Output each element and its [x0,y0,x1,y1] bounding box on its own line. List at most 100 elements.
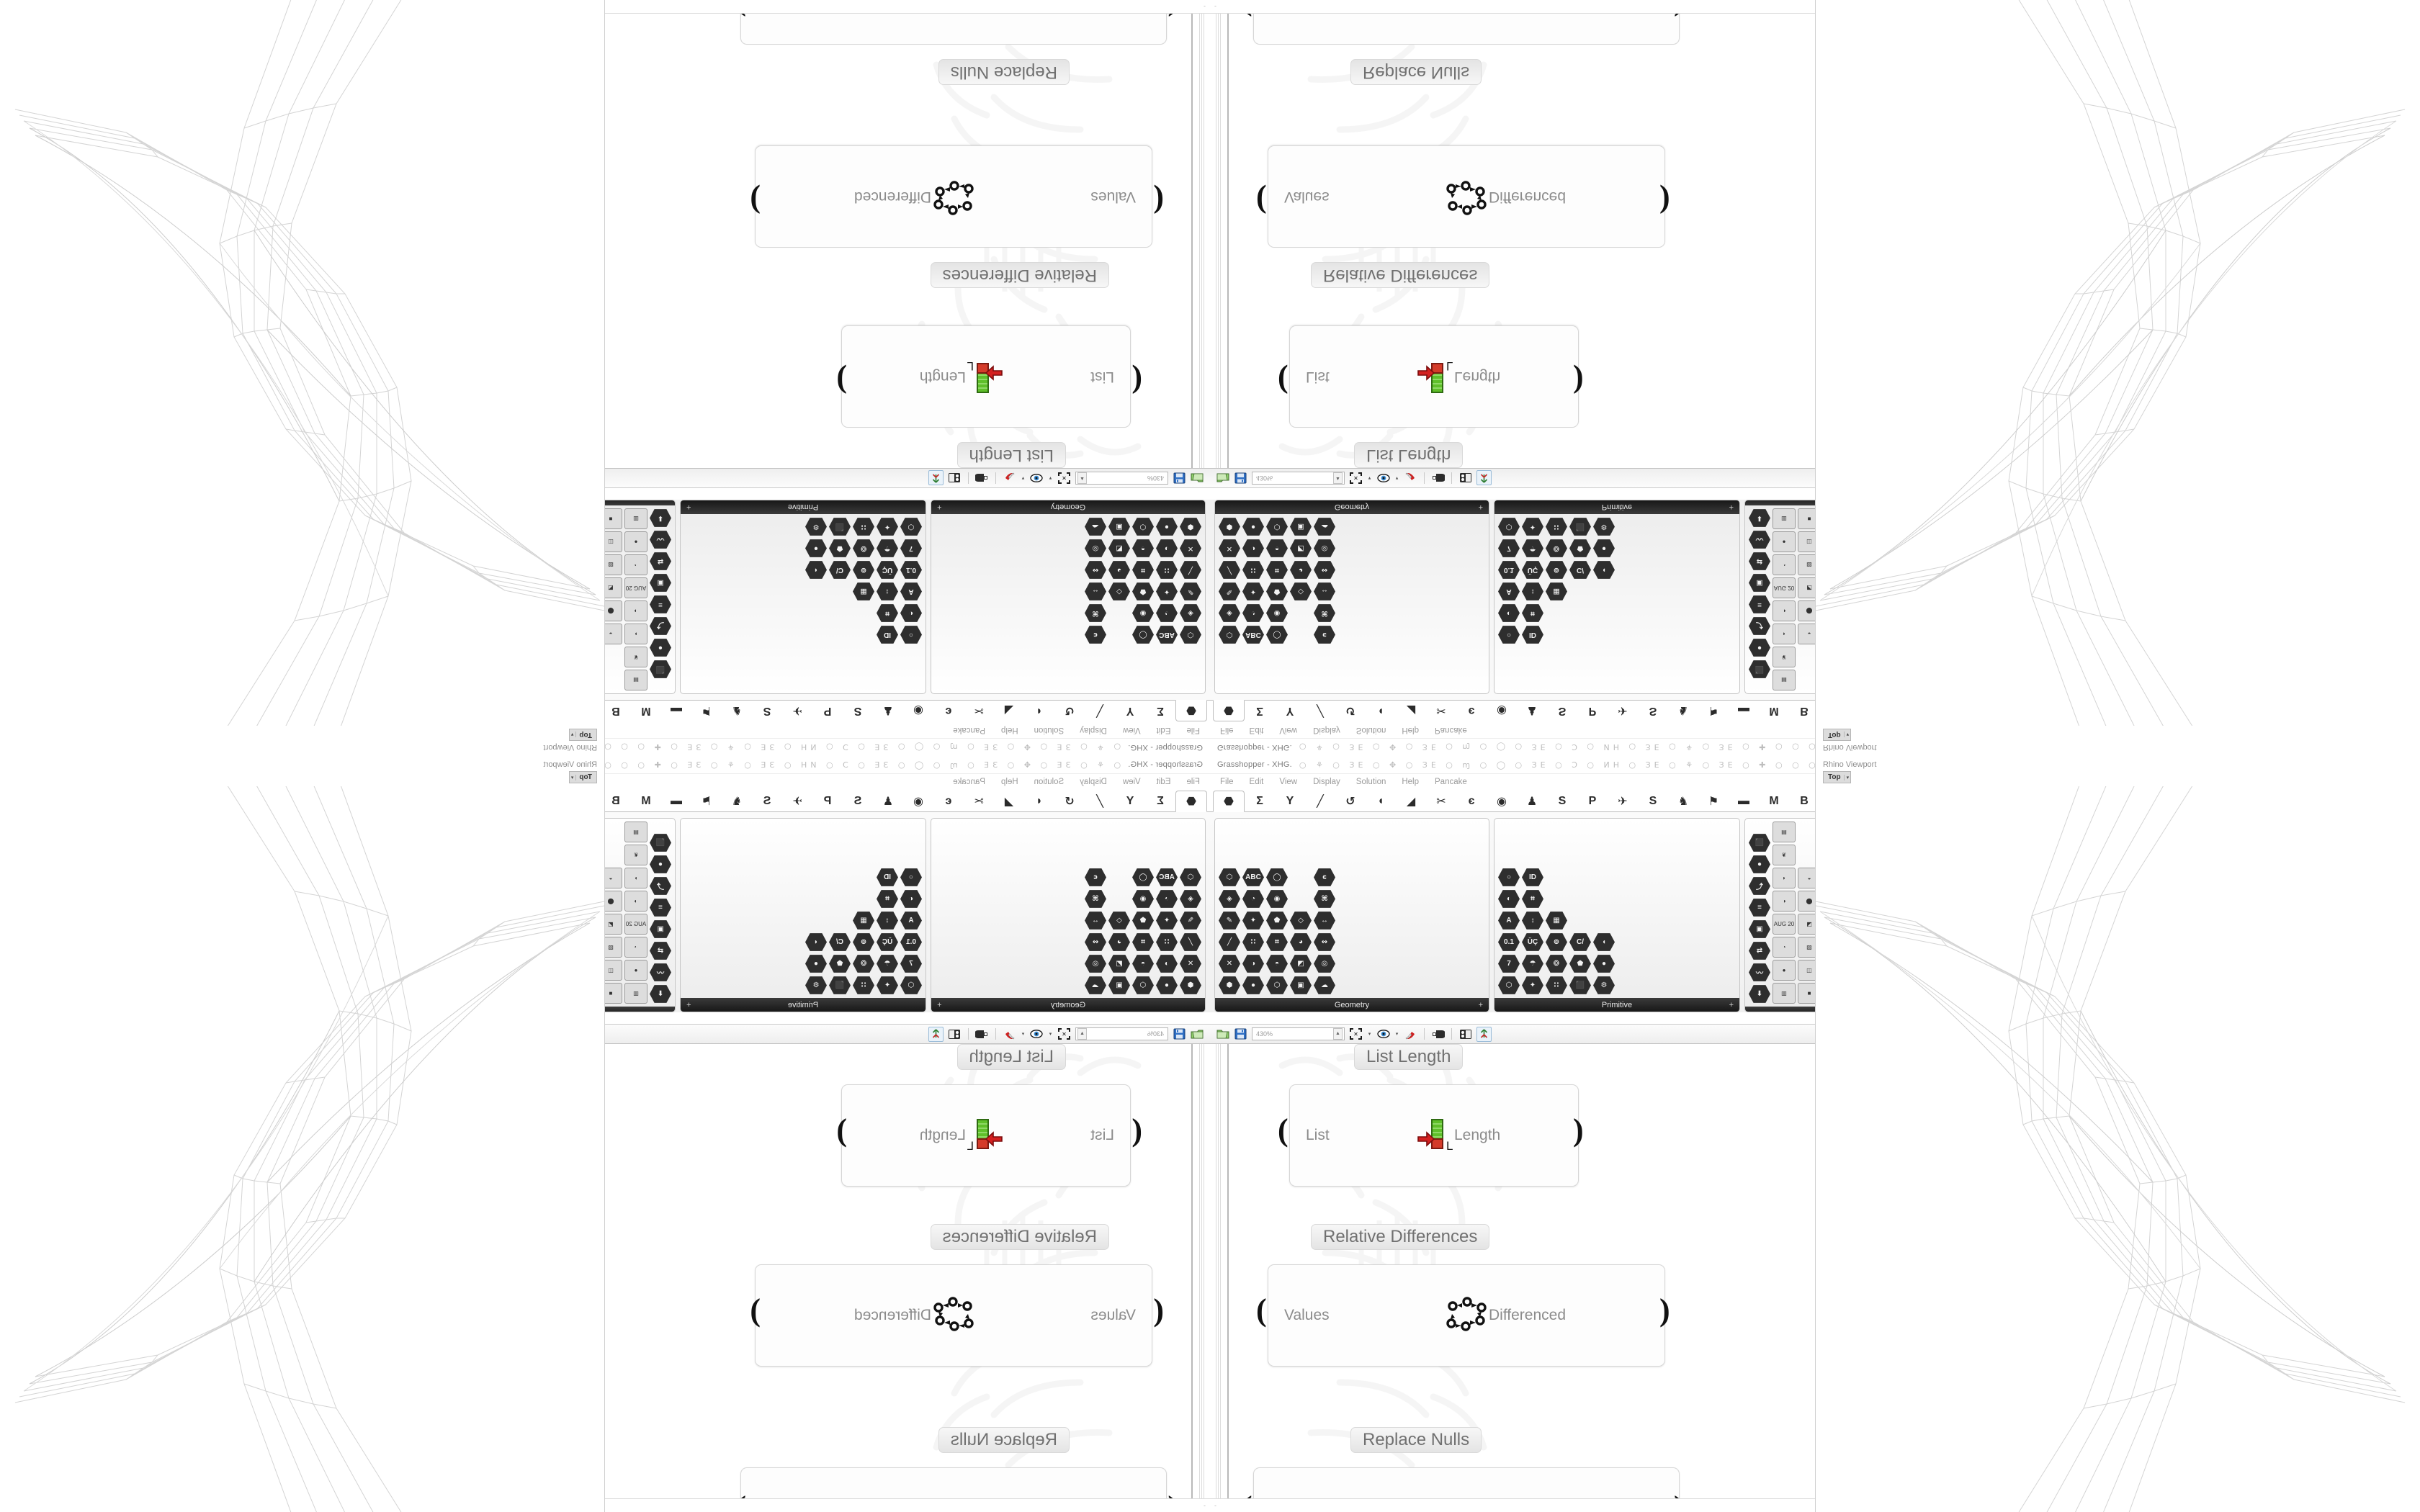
component-icon[interactable]: ⬡ [1219,868,1240,886]
menu-item-edit[interactable]: Edit [1156,778,1171,786]
component-icon[interactable]: C/ [829,560,851,580]
menu-item-view[interactable]: View [1122,778,1141,786]
menu-item-pancake[interactable]: Pancake [1435,726,1467,734]
paint-preview-icon[interactable] [1404,472,1417,485]
component-icon[interactable]: ✦ [1522,976,1543,994]
component-icon[interactable]: ◉ [1132,889,1154,909]
tab-lama[interactable]: ♞ [1677,796,1689,808]
component-icon[interactable]: ↭ [1085,932,1106,952]
menu-item-pancake[interactable]: Pancake [953,778,985,786]
component-icon[interactable]: ABC [1156,868,1178,887]
tab-eye[interactable]: ◉ [913,796,923,808]
open-folder-icon[interactable] [1191,1027,1204,1041]
tab-bird[interactable]: ▬ [671,705,682,717]
component-icon[interactable]: ◑ [1156,954,1178,973]
tab-mesh[interactable]: ◖ [1036,795,1043,807]
component-icon[interactable]: ◑ [1242,955,1264,973]
node-list-length[interactable]: List L Length [1289,325,1579,428]
tab-s2[interactable]: S [763,705,771,717]
output-grip[interactable]: ) [836,1112,847,1148]
canvas-scrollbar[interactable] [1216,14,1221,468]
tab-s2[interactable]: S [763,795,771,807]
component-icon[interactable]: ∷ [853,517,874,536]
output-grip[interactable]: ) [1674,1492,1685,1499]
component-icon[interactable]: ▤ [624,822,647,842]
component-icon[interactable]: ÜÇ [1522,933,1543,951]
component-icon[interactable]: ⬢ [1180,976,1201,995]
tab-s2[interactable]: S [1649,705,1657,717]
component-icon[interactable]: ⬇ [1749,508,1770,528]
zoom-spinner-icon[interactable]: ▲ [1333,1028,1343,1040]
component-icon[interactable]: ▥ [1773,508,1796,529]
component-icon[interactable]: ◔ [1156,603,1178,623]
menu-item-pancake[interactable]: Pancake [953,726,985,734]
preview-eye-icon[interactable] [1030,1027,1044,1041]
tab-transform[interactable]: ✂ [974,704,984,716]
component-icon[interactable]: ╱ [1180,932,1201,952]
component-icon[interactable]: ✎ [1180,582,1201,601]
component-icon[interactable]: є [1085,625,1106,644]
component-icon[interactable]: ◇ [1108,582,1130,601]
component-icon[interactable]: ⬡ [1180,625,1201,644]
tab-eye[interactable]: ◉ [1497,796,1507,808]
component-icon[interactable]: ◈ [1219,890,1240,908]
floppy-save-icon[interactable] [1234,1027,1247,1041]
component-icon[interactable]: ⬟ [1569,539,1591,558]
component-icon[interactable]: ☁ [1085,517,1106,536]
tab-surface[interactable]: ↺ [1065,796,1075,808]
component-icon[interactable]: ∷ [853,976,874,995]
component-icon[interactable]: ▦ [853,911,874,930]
chevron-down-icon[interactable]: ▾ [1049,475,1052,480]
bake-icon[interactable] [1431,472,1445,485]
component-icon[interactable]: ÜÇ [877,932,898,952]
input-grip[interactable]: ( [1168,1490,1178,1498]
input-grip[interactable]: ( [1278,1112,1289,1148]
component-icon[interactable]: ◩ [1290,955,1312,973]
component-icon[interactable]: ✦ [1522,517,1543,536]
component-icon[interactable]: ID [1522,868,1543,886]
component-icon[interactable]: ⤴ [1749,616,1770,636]
tab-m[interactable]: M [641,795,651,807]
component-icon[interactable]: ↕ [1522,912,1543,930]
component-icon[interactable]: 〰 [1749,963,1770,981]
component-icon[interactable]: ☂ [877,954,898,973]
component-icon[interactable]: ◉ [1132,603,1154,623]
tab-m[interactable]: M [1769,795,1779,807]
component-icon[interactable]: ☁ [1314,517,1335,536]
tab-ant[interactable]: ⚑ [701,796,712,808]
component-icon[interactable]: ☂ [877,539,898,558]
chevron-down-icon[interactable]: ▾ [570,732,577,738]
component-icon[interactable]: ╱ [1180,560,1201,580]
menu-item-display[interactable]: Display [1080,778,1107,786]
chevron-down-icon[interactable]: ▾ [1368,1032,1371,1037]
menu-item-help[interactable]: Help [1000,778,1018,786]
component-icon[interactable]: ▦ [1546,912,1567,930]
tab-b[interactable]: B [611,705,620,717]
rhino-view-dropdown[interactable]: Top ▾ [1823,729,1852,741]
component-icon[interactable]: ◈ [1219,603,1240,623]
paint-preview-icon[interactable] [1003,1027,1016,1041]
component-icon[interactable]: A [1498,912,1520,930]
input-grip[interactable]: ( [1242,14,1252,22]
component-icon[interactable]: ❂ [1546,955,1567,973]
input-port-list[interactable]: List [1306,1127,1330,1143]
profiler-icon[interactable] [1458,472,1472,485]
input-grip[interactable]: ( [1131,364,1142,400]
tab-sets[interactable]: Σ [1157,795,1164,807]
component-icon[interactable]: ∷ [1242,560,1264,580]
component-icon[interactable]: AUG 20 [1773,914,1796,935]
component-icon[interactable]: ↔ [1085,582,1106,601]
component-icon[interactable]: ○ [900,625,922,644]
menu-item-file[interactable]: File [1186,778,1200,786]
component-icon[interactable]: ⬛ [829,517,851,536]
component-icon[interactable]: ⬡ [1132,976,1154,995]
tab-display[interactable]: є [1468,795,1475,807]
input-grip[interactable]: ( [1242,1492,1252,1499]
component-icon[interactable]: ● [1773,531,1796,552]
component-icon[interactable]: ✎ [1219,912,1240,930]
component-icon[interactable]: C/ [1569,933,1591,951]
tab-m[interactable]: M [641,705,651,717]
component-icon[interactable]: ✕ [1180,954,1201,973]
component-icon[interactable]: ⬢ [1219,976,1240,994]
component-icon[interactable]: ✦ [877,517,898,536]
